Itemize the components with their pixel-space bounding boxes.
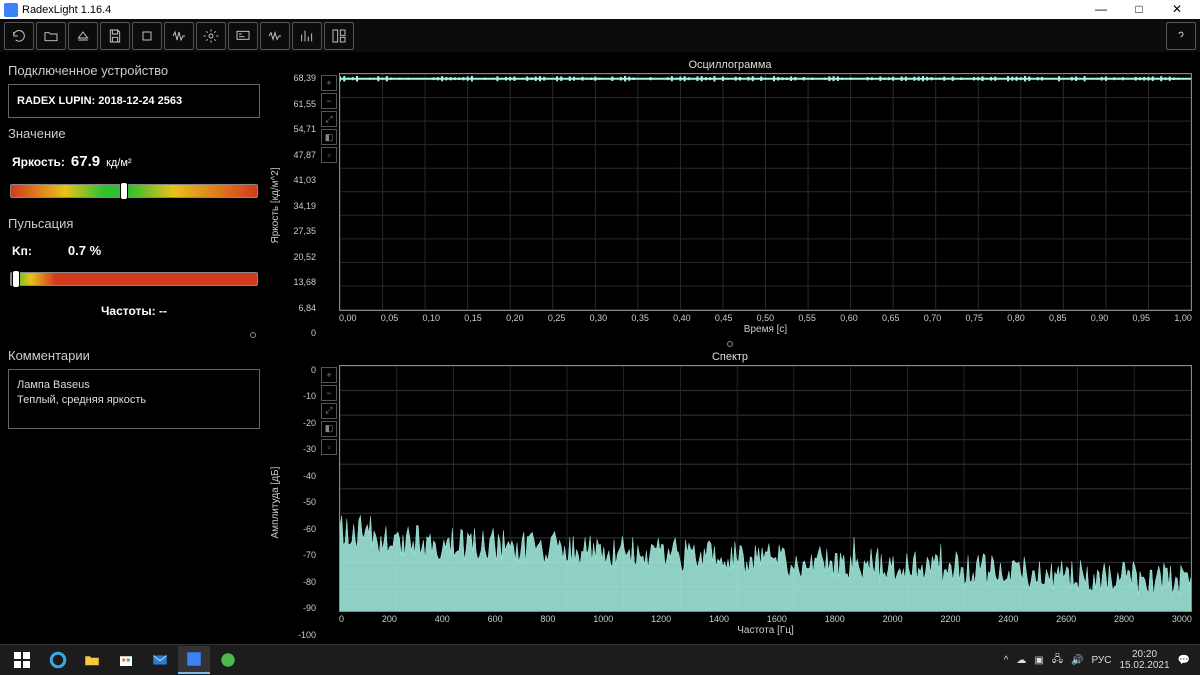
- tool-icon[interactable]: ▫: [321, 147, 337, 163]
- bars-icon[interactable]: [292, 22, 322, 50]
- brightness-unit: кд/м²: [106, 157, 132, 169]
- brightness-gauge: [10, 184, 258, 198]
- zoom-out-icon[interactable]: −: [321, 93, 337, 109]
- comment-line: Теплый, средняя яркость: [17, 393, 251, 408]
- kn-gauge: [10, 272, 258, 286]
- help-icon[interactable]: [1166, 22, 1196, 50]
- comment-line: Лампа Baseus: [17, 378, 251, 393]
- tray-lang[interactable]: РУС: [1091, 655, 1111, 666]
- mail-icon[interactable]: [144, 646, 176, 674]
- toolbar: [0, 19, 1200, 53]
- window-title: RadexLight 1.16.4: [22, 4, 111, 16]
- system-tray[interactable]: ^ ☁ ▣ 🖧 🔊 РУС 20:20 15.02.2021 💬: [998, 649, 1196, 671]
- fit-icon[interactable]: ⤢: [321, 403, 337, 419]
- chart1-tools: + − ⤢ ◧ ▫: [319, 73, 339, 339]
- chart2-xticks: 0200400600800100012001400160018002000220…: [339, 612, 1192, 624]
- tool-icon[interactable]: ◧: [321, 129, 337, 145]
- tray-time: 20:20: [1119, 649, 1169, 660]
- brightness-value: 67.9: [71, 153, 100, 170]
- comments-box[interactable]: Лампа Baseus Теплый, средняя яркость: [8, 369, 260, 429]
- eject-icon[interactable]: [68, 22, 98, 50]
- chart1-yticks: 68,3961,5554,7147,8741,0334,1927,3520,52…: [283, 73, 319, 339]
- brightness-marker: [120, 182, 128, 200]
- sidebar: Подключенное устройство RADEX LUPIN: 201…: [0, 53, 268, 644]
- indicator-dot: [250, 332, 256, 338]
- chart2-ylabel: Амплитуда [дБ]: [268, 365, 283, 641]
- display-icon[interactable]: [228, 22, 258, 50]
- chart1-xlabel: Время [с]: [339, 323, 1192, 339]
- comments-section-title: Комментарии: [8, 348, 260, 363]
- tray-volume-icon[interactable]: 🔊: [1071, 655, 1083, 666]
- spectrum-chart: Спектр Амплитуда [дБ] 0-10-20-30-40-50-6…: [268, 349, 1192, 641]
- chart2-title: Спектр: [268, 349, 1192, 365]
- brightness-label: Яркость:: [12, 155, 65, 169]
- device-name: RADEX LUPIN: 2018-12-24 2563: [8, 84, 260, 118]
- indicator-dot: [727, 341, 733, 347]
- utorrent-icon[interactable]: [212, 646, 244, 674]
- kn-marker: [12, 270, 20, 288]
- close-button[interactable]: ✕: [1158, 0, 1196, 19]
- window-titlebar: RadexLight 1.16.4 — □ ✕: [0, 0, 1200, 19]
- oscillogram-chart: Осциллограмма Яркость [кд/м^2] 68,3961,5…: [268, 57, 1192, 349]
- tray-network-icon[interactable]: 🖧: [1052, 652, 1063, 669]
- app-icon: [4, 3, 18, 17]
- kn-label: Kп:: [12, 244, 32, 258]
- tool-icon[interactable]: ▫: [321, 439, 337, 455]
- tray-cloud-icon[interactable]: ☁: [1016, 655, 1026, 666]
- minimize-button[interactable]: —: [1082, 0, 1120, 19]
- kn-value: 0.7 %: [68, 243, 101, 258]
- zoom-in-icon[interactable]: +: [321, 367, 337, 383]
- edge-icon[interactable]: [42, 646, 74, 674]
- signal-icon[interactable]: [260, 22, 290, 50]
- chart1-plot[interactable]: [339, 73, 1192, 311]
- taskbar: ^ ☁ ▣ 🖧 🔊 РУС 20:20 15.02.2021 💬: [0, 644, 1200, 675]
- open-icon[interactable]: [36, 22, 66, 50]
- kn-row: Kп: 0.7 %: [8, 237, 260, 264]
- tray-clock[interactable]: 20:20 15.02.2021: [1119, 649, 1169, 671]
- zoom-in-icon[interactable]: +: [321, 75, 337, 91]
- chart2-yticks: 0-10-20-30-40-50-60-70-80-90-100: [283, 365, 319, 641]
- tool-icon[interactable]: ◧: [321, 421, 337, 437]
- store-icon[interactable]: [110, 646, 142, 674]
- tray-notifications-icon[interactable]: 💬: [1178, 655, 1190, 666]
- fit-icon[interactable]: ⤢: [321, 111, 337, 127]
- chart2-xlabel: Частота [Гц]: [339, 624, 1192, 640]
- zoom-out-icon[interactable]: −: [321, 385, 337, 401]
- save-icon[interactable]: [100, 22, 130, 50]
- pulsation-section-title: Пульсация: [8, 216, 260, 231]
- tray-chevron-icon[interactable]: ^: [1004, 655, 1009, 666]
- brightness-row: Яркость: 67.9 кд/м²: [8, 147, 260, 176]
- maximize-button[interactable]: □: [1120, 0, 1158, 19]
- gear-icon[interactable]: [196, 22, 226, 50]
- chart2-tools: + − ⤢ ◧ ▫: [319, 365, 339, 641]
- refresh-icon[interactable]: [4, 22, 34, 50]
- chart1-ylabel: Яркость [кд/м^2]: [268, 73, 283, 339]
- chart1-title: Осциллограмма: [268, 57, 1192, 73]
- frequencies-label: Частоты: --: [8, 300, 260, 326]
- waveform-icon[interactable]: [164, 22, 194, 50]
- chart1-xticks: 0,000,050,100,150,200,250,300,350,400,45…: [339, 311, 1192, 323]
- device-section-title: Подключенное устройство: [8, 63, 260, 78]
- tray-date: 15.02.2021: [1119, 660, 1169, 671]
- layout-icon[interactable]: [324, 22, 354, 50]
- explorer-icon[interactable]: [76, 646, 108, 674]
- main-area: Подключенное устройство RADEX LUPIN: 201…: [0, 53, 1200, 644]
- stop-icon[interactable]: [132, 22, 162, 50]
- chart2-plot[interactable]: [339, 365, 1192, 613]
- value-section-title: Значение: [8, 126, 260, 141]
- start-button[interactable]: [4, 646, 40, 674]
- tray-app-icon[interactable]: ▣: [1034, 655, 1043, 666]
- charts-panel: Осциллограмма Яркость [кд/м^2] 68,3961,5…: [268, 53, 1200, 644]
- radexlight-taskbar-icon[interactable]: [178, 646, 210, 674]
